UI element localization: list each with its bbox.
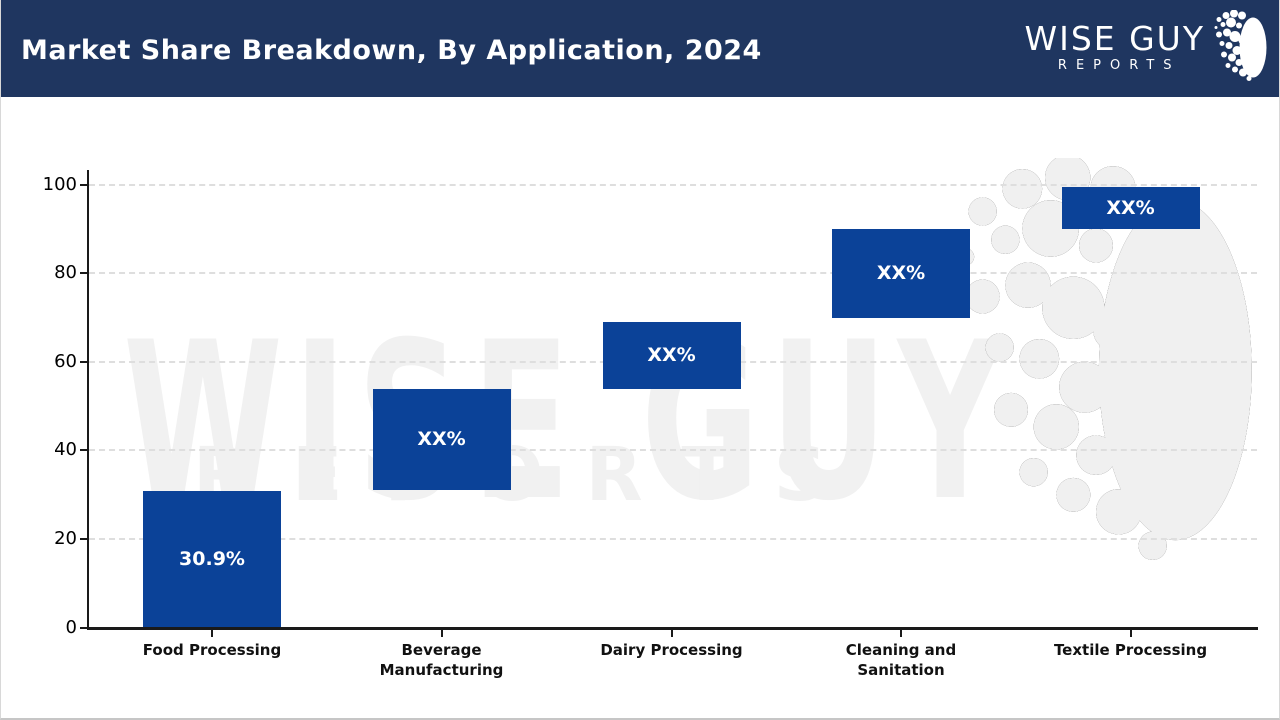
bar-beverage-manufacturing: XX%	[372, 388, 511, 491]
x-axis-label-food-processing: Food Processing	[142, 641, 282, 659]
y-tick-label-40: 40	[54, 439, 77, 461]
x-axis-label-dairy-processing: Dairy Processing	[600, 641, 743, 659]
page-title: Market Share Breakdown, By Application, …	[21, 35, 762, 66]
y-tick-mark-0	[80, 626, 88, 629]
header-banner: Market Share Breakdown, By Application, …	[1, 0, 1279, 97]
x-axis-line	[87, 627, 1258, 630]
y-axis-line	[87, 170, 89, 629]
y-tick-mark-20	[80, 537, 88, 540]
x-tick-mark-dairy-processing	[670, 630, 673, 637]
gridline-40	[89, 449, 1257, 452]
bar-food-processing: 30.9%	[143, 490, 281, 628]
gridline-100	[89, 183, 1257, 186]
bar-value-label-cleaning-and-sanitation: XX%	[876, 262, 926, 285]
logo-tagline: REPORTS	[1057, 58, 1181, 73]
logo-head-icon	[1214, 10, 1267, 81]
x-axis-label-textile-processing: Textile Processing	[1053, 641, 1208, 659]
x-axis-label-cleaning-and-sanitation: Cleaning and Sanitation	[845, 641, 957, 679]
y-tick-mark-40	[80, 449, 88, 452]
y-tick-mark-80	[80, 272, 88, 275]
y-tick-label-100: 100	[42, 173, 77, 195]
y-tick-mark-100	[80, 183, 88, 186]
bar-value-label-dairy-processing: XX%	[647, 344, 696, 367]
bar-value-label-beverage-manufacturing: XX%	[417, 428, 466, 451]
bar-value-label-textile-processing: XX%	[1106, 197, 1155, 220]
x-tick-mark-textile-processing	[1129, 630, 1132, 637]
y-tick-label-20: 20	[54, 527, 77, 549]
bar-textile-processing: XX%	[1061, 187, 1200, 230]
y-tick-label-0: 0	[65, 616, 77, 638]
y-tick-mark-60	[80, 360, 88, 363]
y-tick-label-80: 80	[54, 262, 77, 284]
bar-value-label-food-processing: 30.9%	[179, 548, 245, 571]
bar-cleaning-and-sanitation: XX%	[832, 229, 970, 318]
x-tick-mark-food-processing	[211, 630, 213, 637]
bar-dairy-processing: XX%	[602, 322, 741, 389]
logo-text: WISE GUY REPORTS	[1024, 21, 1205, 75]
x-tick-mark-cleaning-and-sanitation	[900, 630, 902, 637]
wise-guy-logo: WISE GUY REPORTS	[1024, 10, 1269, 86]
gridline-20	[89, 537, 1257, 540]
gridline-80	[89, 272, 1257, 275]
x-axis-label-beverage-manufacturing: Beverage Manufacturing	[379, 641, 504, 679]
y-tick-label-60: 60	[54, 350, 77, 372]
logo-name: WISE GUY	[1024, 19, 1205, 58]
x-tick-mark-beverage-manufacturing	[440, 630, 443, 637]
